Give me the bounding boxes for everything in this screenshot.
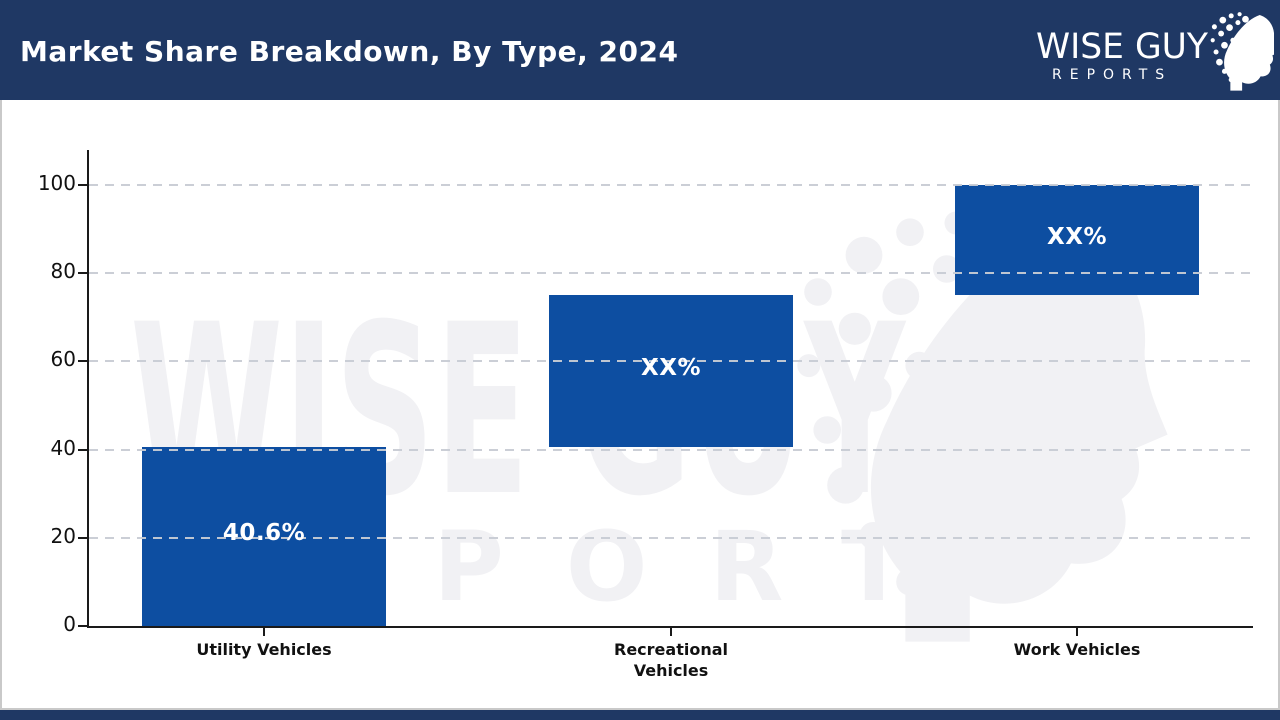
- bar-segment: [142, 446, 386, 626]
- logo-face-icon: [1210, 12, 1274, 91]
- gridline: [89, 360, 1253, 363]
- logo-line1: WISE GUY: [1036, 27, 1209, 67]
- y-tick-mark: [78, 184, 87, 186]
- y-tick-label: 80: [50, 259, 76, 284]
- header-bar: Market Share Breakdown, By Type, 2024 WI…: [0, 0, 1280, 100]
- bar-segment: [955, 185, 1199, 296]
- y-tick-mark: [78, 448, 87, 451]
- y-tick-label: 20: [50, 523, 76, 548]
- logo-line2: REPORTS: [1052, 67, 1172, 83]
- x-axis-line: [87, 626, 1253, 628]
- gridline: [89, 536, 1253, 539]
- y-tick-mark: [78, 536, 87, 539]
- wise-guy-logo: WISE GUY REPORTS: [1036, 12, 1274, 91]
- y-tick-mark: [78, 625, 87, 627]
- footer-bar: [0, 710, 1280, 720]
- y-tick-label: 60: [50, 347, 76, 372]
- x-tick-mark: [1076, 628, 1078, 636]
- bar-segment: [549, 295, 793, 447]
- gridline: [89, 448, 1253, 451]
- y-tick-label: 0: [63, 612, 76, 636]
- y-tick-label: 100: [37, 171, 76, 195]
- y-tick-mark: [78, 272, 87, 275]
- x-tick-mark: [263, 628, 265, 636]
- bar-value-label: 40.6%: [222, 520, 306, 547]
- x-category-label: Recreational Vehicles: [614, 640, 728, 680]
- bar-value-label: XX%: [640, 355, 701, 382]
- x-category-label: Utility Vehicles: [196, 640, 332, 659]
- y-tick-label: 40: [50, 435, 76, 460]
- y-tick-mark: [78, 360, 87, 363]
- gridline: [89, 272, 1253, 275]
- x-tick-mark: [670, 628, 672, 636]
- y-axis-line: [87, 150, 89, 628]
- bar-value-label: XX%: [1046, 224, 1107, 251]
- x-category-label: Work Vehicles: [1013, 640, 1141, 659]
- gridline: [89, 184, 1253, 186]
- chart-title: Market Share Breakdown, By Type, 2024: [20, 35, 679, 68]
